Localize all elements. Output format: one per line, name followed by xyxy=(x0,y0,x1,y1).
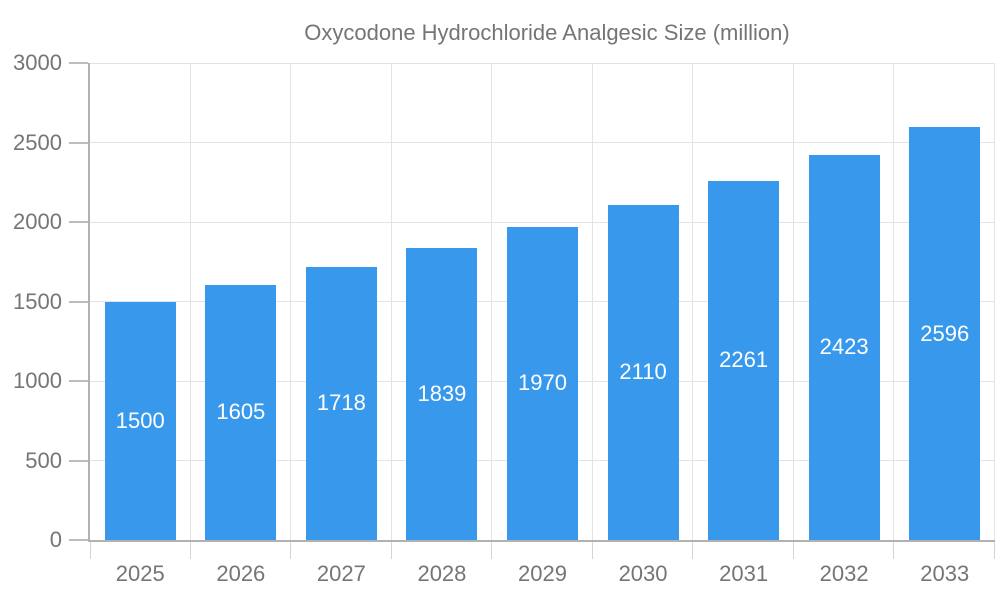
y-axis-tick xyxy=(69,221,88,223)
x-gridline xyxy=(893,63,895,540)
x-axis-tick xyxy=(290,542,292,559)
bar-value-label: 2110 xyxy=(619,359,667,385)
x-gridline xyxy=(591,63,593,540)
x-axis-label-2032: 2032 xyxy=(819,561,869,586)
bar-value-label: 2261 xyxy=(719,347,769,373)
x-axis-label-2027: 2027 xyxy=(316,561,366,586)
y-axis-label: 500 xyxy=(25,447,62,473)
bar-2027[interactable]: 1718 xyxy=(305,266,377,540)
bar-2033[interactable]: 2596 xyxy=(909,127,981,540)
x-axis-label-2029: 2029 xyxy=(518,561,567,586)
x-axis-tick xyxy=(491,542,493,559)
x-gridline xyxy=(792,63,794,540)
y-axis-tick xyxy=(69,459,88,462)
x-axis-tick xyxy=(189,542,191,559)
bar-value-label: 2596 xyxy=(920,320,970,346)
y-axis-label: 1000 xyxy=(13,368,62,393)
bar-2026[interactable]: 1605 xyxy=(205,284,277,540)
bar-value-label: 1605 xyxy=(216,399,266,425)
y-axis-tick xyxy=(69,300,88,303)
x-axis-label-2026: 2026 xyxy=(216,561,266,586)
y-gridline xyxy=(90,142,995,143)
x-axis-label-2031: 2031 xyxy=(719,561,769,586)
x-axis-tick xyxy=(692,542,694,559)
x-gridline xyxy=(491,63,493,540)
x-gridline xyxy=(390,63,392,540)
y-axis-label: 0 xyxy=(49,527,62,552)
y-axis-label: 2500 xyxy=(13,129,62,155)
bar-value-label: 2423 xyxy=(819,334,869,360)
y-axis-tick xyxy=(69,62,88,64)
legend-swatch xyxy=(210,22,290,45)
bar-value-label: 1970 xyxy=(518,370,567,396)
x-gridline xyxy=(994,63,995,540)
y-axis-label: 3000 xyxy=(13,50,62,75)
x-axis-tick xyxy=(792,542,794,559)
x-axis-tick xyxy=(390,542,392,559)
y-gridline xyxy=(90,62,995,64)
y-axis-label: 2000 xyxy=(13,209,62,234)
x-axis-tick xyxy=(90,542,91,559)
x-gridline xyxy=(189,63,191,540)
y-axis-tick xyxy=(69,380,88,382)
x-axis-label-2030: 2030 xyxy=(618,561,668,586)
x-axis-tick xyxy=(994,542,995,559)
x-axis-tick xyxy=(591,542,593,559)
x-axis-label-2028: 2028 xyxy=(417,561,467,586)
bar-2032[interactable]: 2423 xyxy=(808,154,880,540)
x-gridline xyxy=(692,63,694,540)
y-gridline xyxy=(90,221,995,223)
bar-value-label: 1839 xyxy=(417,380,467,406)
bar-2029[interactable]: 1970 xyxy=(507,226,578,540)
legend-label: Oxycodone Hydrochloride Analgesic Size (… xyxy=(304,20,790,45)
bar-2025[interactable]: 1500 xyxy=(104,301,176,540)
bar-value-label: 1718 xyxy=(316,390,366,416)
bar-2030[interactable]: 2110 xyxy=(607,204,679,540)
bar-value-label: 1500 xyxy=(115,407,165,433)
chart-legend[interactable]: Oxycodone Hydrochloride Analgesic Size (… xyxy=(0,18,1000,48)
x-axis-label-2025: 2025 xyxy=(115,561,165,586)
y-axis-label: 1500 xyxy=(13,288,62,314)
x-gridline xyxy=(290,63,292,540)
y-axis-tick xyxy=(69,141,88,144)
y-axis-tick xyxy=(69,539,88,541)
x-axis-label-2033: 2033 xyxy=(920,561,970,586)
bar-2031[interactable]: 2261 xyxy=(708,180,780,540)
bar-2028[interactable]: 1839 xyxy=(406,247,478,540)
x-axis-tick xyxy=(893,542,895,559)
plot-area: 0 500 1000 1500 2000 2500 3000 1500 1605 1718 1839… xyxy=(13,52,995,585)
